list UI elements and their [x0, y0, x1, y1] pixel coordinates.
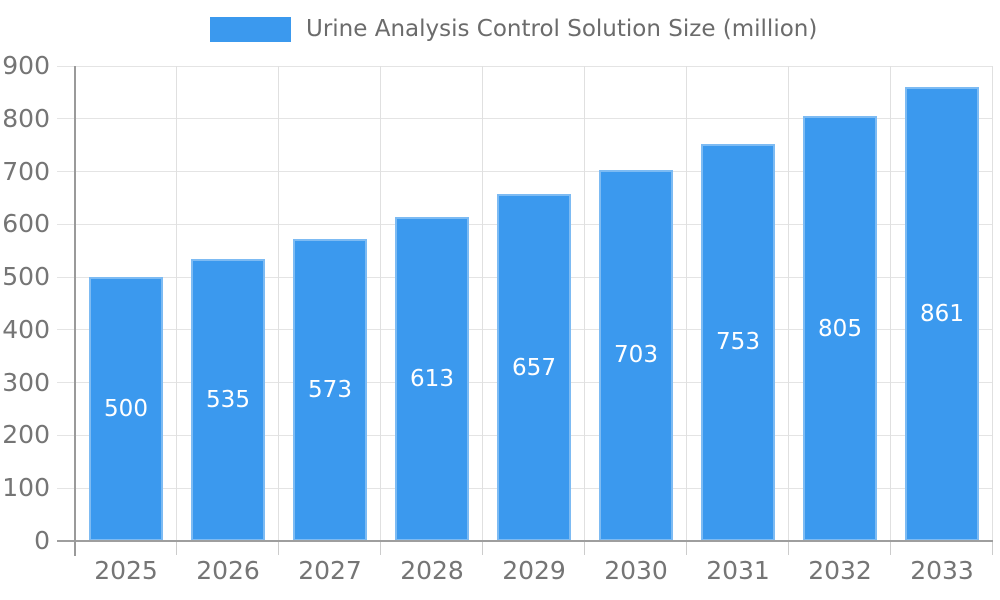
- gridline-v: [584, 66, 585, 541]
- x-axis-label: 2033: [910, 556, 974, 585]
- gridline-h: [57, 118, 993, 120]
- y-axis-label: 100: [2, 473, 50, 503]
- gridline-v: [890, 66, 891, 541]
- y-axis-label: 500: [2, 262, 50, 292]
- y-axis-label: 900: [2, 51, 50, 80]
- gridline-v: [176, 66, 177, 541]
- gridline-v: [992, 66, 993, 541]
- bar[interactable]: [701, 143, 775, 541]
- bar[interactable]: [191, 258, 265, 541]
- legend: Urine Analysis Control Solution Size (mi…: [210, 16, 817, 42]
- y-axis-label: 400: [2, 314, 50, 344]
- x-axis-tick: [890, 541, 891, 555]
- bar-value-label: 753: [716, 329, 760, 356]
- x-axis-label: 2031: [706, 556, 770, 585]
- bar[interactable]: [293, 238, 367, 541]
- bar-value-label: 573: [308, 376, 352, 403]
- bar[interactable]: [803, 116, 877, 541]
- legend-label: Urine Analysis Control Solution Size (mi…: [306, 16, 818, 42]
- gridline-v: [686, 66, 687, 541]
- x-axis-label: 2027: [298, 556, 362, 585]
- y-axis-label: 700: [2, 156, 50, 186]
- bar[interactable]: [395, 217, 469, 541]
- y-axis-label: 300: [2, 367, 50, 397]
- x-axis-tick: [992, 541, 993, 555]
- bar-value-label: 703: [614, 342, 658, 369]
- y-axis-label: 600: [2, 209, 50, 239]
- x-axis-tick: [788, 541, 789, 555]
- x-axis-tick: [686, 541, 687, 555]
- bar-value-label: 613: [410, 366, 454, 393]
- bar-value-label: 805: [818, 315, 862, 342]
- bar[interactable]: [905, 86, 979, 541]
- gridline-v: [788, 66, 789, 541]
- x-axis-label: 2029: [502, 556, 566, 585]
- x-axis-label: 2026: [196, 556, 260, 585]
- y-axis-label: 200: [2, 420, 50, 450]
- gridline-v: [482, 66, 483, 541]
- bar[interactable]: [89, 277, 163, 541]
- x-axis-tick: [482, 541, 483, 555]
- x-axis-tick: [584, 541, 585, 555]
- plot-area: 0 100 200 300 400 500 600 700 800 900 500 535 573 613…: [2, 53, 993, 584]
- gridline-h: [57, 65, 993, 67]
- bar[interactable]: [599, 169, 673, 541]
- gridline-v: [380, 66, 381, 541]
- legend-swatch: [210, 16, 291, 42]
- gridline-h: [57, 171, 993, 173]
- x-axis-label: 2025: [94, 556, 158, 585]
- x-axis-tick: [278, 541, 279, 555]
- bar-value-label: 657: [512, 354, 556, 381]
- gridline-v: [278, 66, 279, 541]
- x-axis-tick: [380, 541, 381, 555]
- bar-value-label: 861: [920, 300, 964, 327]
- y-axis-line: [74, 66, 76, 556]
- y-axis-label: 0: [34, 526, 50, 555]
- x-axis-label: 2028: [400, 556, 464, 585]
- x-axis-label: 2032: [808, 556, 872, 585]
- x-axis-tick: [176, 541, 177, 555]
- bar-value-label: 535: [206, 386, 250, 413]
- x-axis-line: [57, 540, 993, 542]
- x-axis-label: 2030: [604, 556, 668, 585]
- y-axis-label: 800: [2, 103, 50, 133]
- bar-value-label: 500: [104, 396, 148, 423]
